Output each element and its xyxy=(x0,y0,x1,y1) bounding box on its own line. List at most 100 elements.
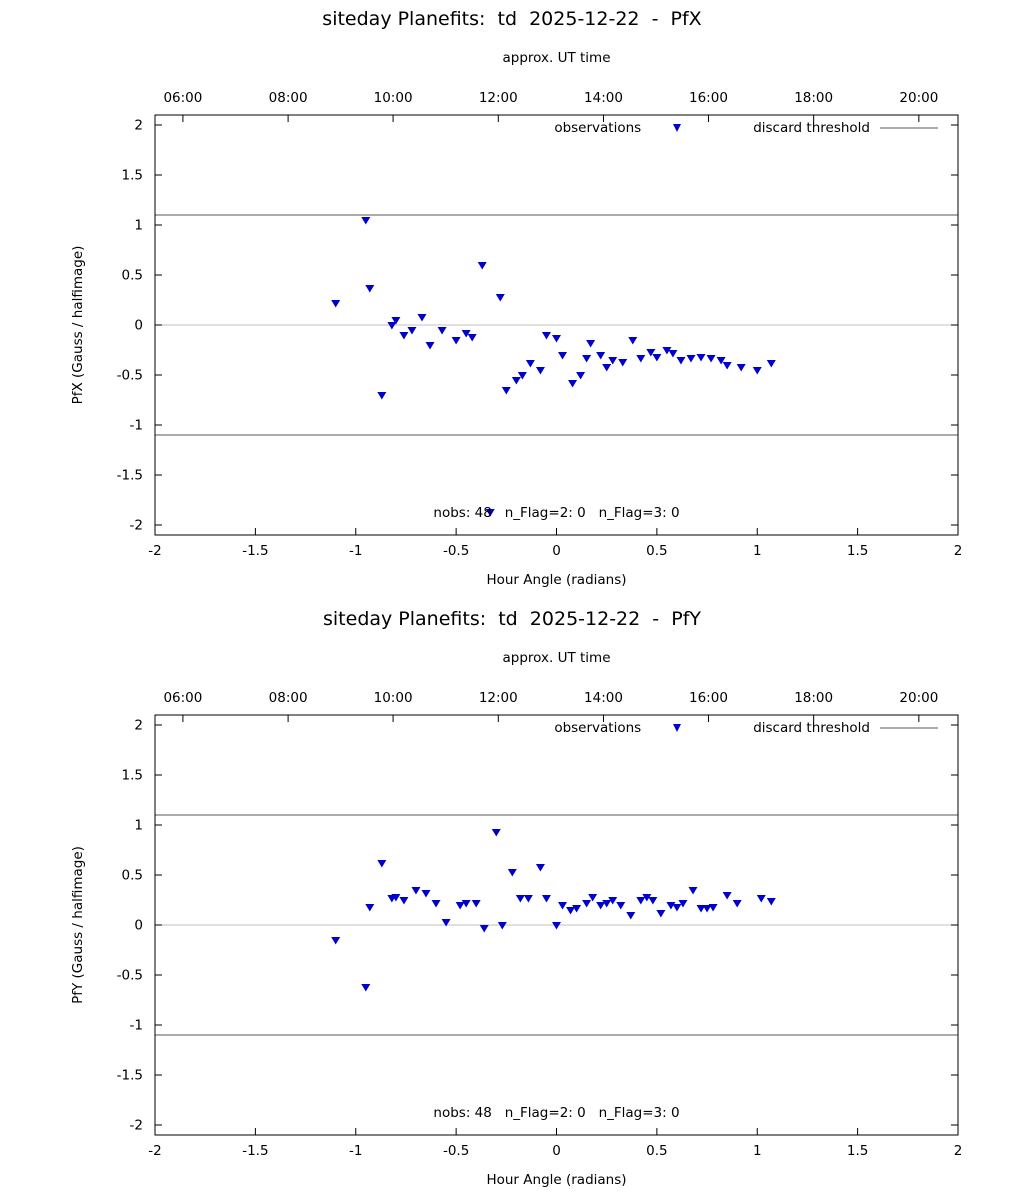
data-point xyxy=(696,905,706,913)
data-point xyxy=(616,902,626,910)
top-tick-label: 12:00 xyxy=(479,90,518,106)
data-point xyxy=(586,340,596,348)
data-point xyxy=(491,829,501,837)
y-tick-label: -1.5 xyxy=(117,1068,143,1084)
data-point xyxy=(702,905,712,913)
y-tick-label: -2 xyxy=(130,518,143,534)
x-tick-label: -1 xyxy=(349,1143,362,1159)
data-point xyxy=(431,900,441,908)
data-point xyxy=(646,349,656,357)
data-point xyxy=(642,894,652,902)
y-tick-label: 0.5 xyxy=(122,868,143,884)
top-axis-label: approx. UT time xyxy=(502,50,611,66)
data-point xyxy=(582,355,592,363)
data-point xyxy=(377,392,387,400)
data-point xyxy=(752,367,762,375)
data-point xyxy=(676,357,686,365)
data-point xyxy=(437,327,447,335)
y-tick-label: 0 xyxy=(134,918,143,934)
y-tick-label: -1 xyxy=(130,418,143,434)
y-tick-label: 1.5 xyxy=(122,768,143,784)
top-tick-label: 18:00 xyxy=(794,690,833,706)
data-point xyxy=(596,352,606,360)
data-point xyxy=(399,897,409,905)
top-tick-label: 16:00 xyxy=(689,90,728,106)
data-point xyxy=(511,377,521,385)
data-point xyxy=(558,352,568,360)
data-point xyxy=(525,360,535,368)
data-point xyxy=(582,900,592,908)
y-tick-label: 0 xyxy=(134,318,143,334)
legend-observations-label: observations xyxy=(554,720,642,736)
data-point xyxy=(461,330,471,338)
x-tick-label: -0.5 xyxy=(443,1143,469,1159)
data-point xyxy=(588,894,598,902)
data-point xyxy=(558,902,568,910)
x-tick-label: 1 xyxy=(753,1143,762,1159)
data-point xyxy=(686,355,696,363)
observations-series xyxy=(331,217,776,517)
top-tick-label: 20:00 xyxy=(899,90,938,106)
nobs-annotation: nobs: 48 n_Flag=2: 0 n_Flag=3: 0 xyxy=(433,1105,680,1121)
data-point xyxy=(417,314,427,322)
x-tick-label: -0.5 xyxy=(443,543,469,559)
data-point xyxy=(668,350,678,358)
data-point xyxy=(407,327,417,335)
data-point xyxy=(672,904,682,912)
data-point xyxy=(636,355,646,363)
legend-discard-threshold-label: discard threshold xyxy=(753,120,870,136)
y-tick-label: -0.5 xyxy=(117,368,143,384)
data-point xyxy=(541,895,551,903)
top-tick-label: 08:00 xyxy=(269,690,308,706)
top-tick-label: 16:00 xyxy=(689,690,728,706)
y-tick-label: -2 xyxy=(130,1118,143,1134)
data-point xyxy=(507,869,517,877)
legend-discard-threshold-label: discard threshold xyxy=(753,720,870,736)
pfx-plot-svg: -2 -1.5 -1 -0.5 0 0.5 1 1.5 2 06:00 08:00 10:00 12:0… xyxy=(117,90,963,559)
legend: observations discard threshold xyxy=(155,719,938,737)
y-tick-label: 2 xyxy=(134,718,143,734)
top-tick-label: 14:00 xyxy=(584,690,623,706)
data-point xyxy=(766,898,776,906)
pfy-plot-svg: -2 -1.5 -1 -0.5 0 0.5 1 1.5 2 06:00 08:00 10:00 12:0… xyxy=(117,690,963,1159)
observations-series xyxy=(331,829,776,992)
data-point xyxy=(648,897,658,905)
top-tick-label: 10:00 xyxy=(374,90,413,106)
top-tick-label: 20:00 xyxy=(899,690,938,706)
x-tick-label: 1.5 xyxy=(847,1143,868,1159)
x-tick-label: -1.5 xyxy=(242,543,268,559)
threshold-line-icon xyxy=(880,127,938,129)
data-point xyxy=(501,387,511,395)
x-tick-label: 1.5 xyxy=(847,543,868,559)
x-tick-label: -2 xyxy=(148,543,161,559)
top-tick-label: 10:00 xyxy=(374,690,413,706)
data-point xyxy=(602,364,612,372)
data-point xyxy=(656,910,666,918)
data-point xyxy=(596,902,606,910)
data-point xyxy=(497,922,507,930)
top-tick-label: 12:00 xyxy=(479,690,518,706)
top-tick-label: 06:00 xyxy=(163,90,202,106)
y-tick-label: 2 xyxy=(134,118,143,134)
pfx-chart: -2 -1.5 -1 -0.5 0 0.5 1 1.5 2 06:00 08:00 10:00 12:0… xyxy=(70,8,963,588)
data-point xyxy=(708,904,718,912)
x-tick-label: 0.5 xyxy=(646,1143,667,1159)
y-tick-label: 1.5 xyxy=(122,168,143,184)
data-point xyxy=(365,904,375,912)
data-point xyxy=(399,332,409,340)
top-axis-label: approx. UT time xyxy=(502,650,611,666)
data-point xyxy=(541,332,551,340)
y-tick-label: -0.5 xyxy=(117,968,143,984)
data-point xyxy=(387,322,397,330)
data-point xyxy=(485,509,495,517)
data-point xyxy=(451,337,461,345)
data-point xyxy=(495,294,505,302)
data-point xyxy=(331,300,341,308)
legend-observations-label: observations xyxy=(554,120,642,136)
data-point xyxy=(361,984,371,992)
data-point xyxy=(572,905,582,913)
y-tick-label: 1 xyxy=(134,218,143,234)
data-point xyxy=(628,337,638,345)
legend: observations discard threshold xyxy=(155,119,938,137)
data-point xyxy=(479,925,489,933)
